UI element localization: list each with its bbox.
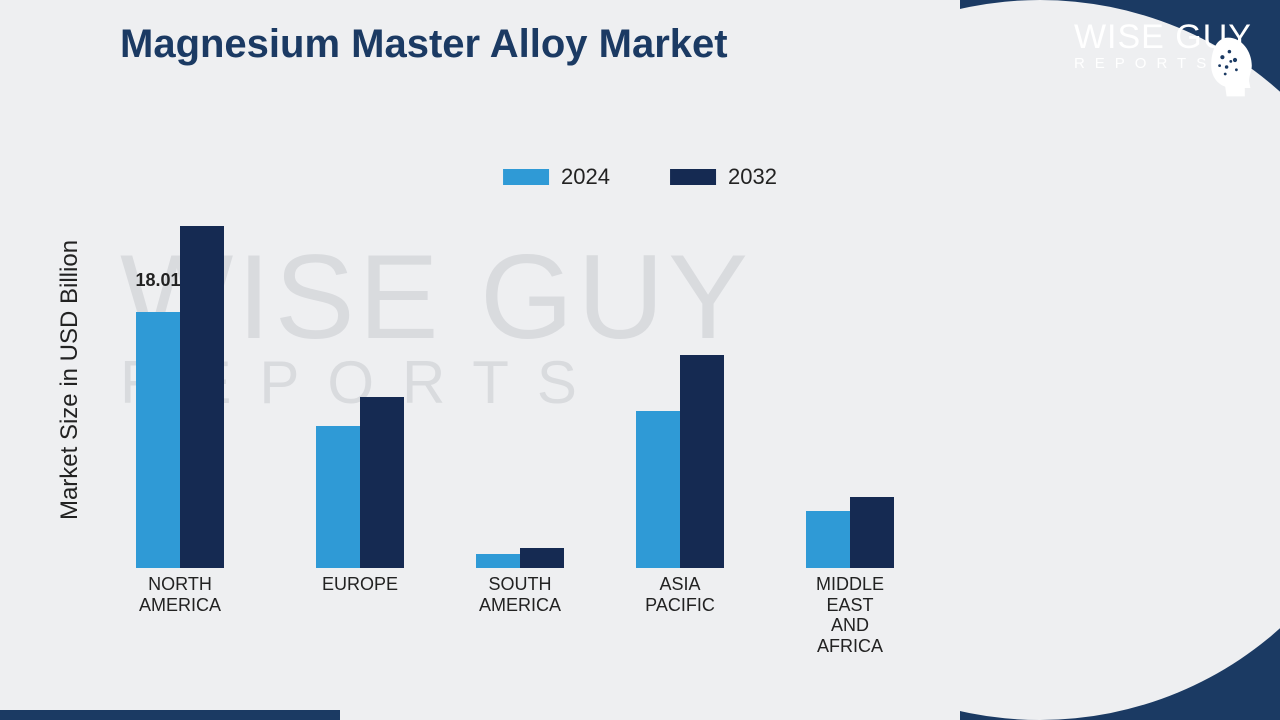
y-axis-label: Market Size in USD Billion	[56, 240, 84, 520]
legend-label-2032: 2032	[728, 164, 777, 190]
bar-pair	[120, 226, 240, 568]
category-label: EUROPE	[322, 568, 398, 595]
legend-label-2024: 2024	[561, 164, 610, 190]
chart-canvas: WISE GUY REPORTS WISE GUY REPORTS Magnes…	[0, 0, 1280, 720]
bar	[136, 312, 180, 568]
bar	[636, 411, 680, 568]
bar	[360, 397, 404, 568]
category-label: ASIA PACIFIC	[645, 568, 715, 615]
legend-swatch-2032	[670, 169, 716, 185]
bar-pair	[620, 355, 740, 568]
bar	[680, 355, 724, 568]
bar-pair	[460, 548, 580, 568]
category-label: NORTH AMERICA	[139, 568, 221, 615]
legend-item-2032: 2032	[670, 164, 777, 190]
legend-swatch-2024	[503, 169, 549, 185]
plot-area: 18.01NORTH AMERICAEUROPESOUTH AMERICAASI…	[100, 198, 920, 568]
bar-pair	[300, 397, 420, 568]
head-icon	[1186, 32, 1256, 102]
category-label: SOUTH AMERICA	[479, 568, 561, 615]
bar-pair	[790, 497, 910, 568]
bar	[850, 497, 894, 568]
bar	[476, 554, 520, 568]
category-label: MIDDLE EAST AND AFRICA	[816, 568, 884, 657]
bar	[520, 548, 564, 568]
bar	[806, 511, 850, 568]
legend: 2024 2032	[503, 164, 777, 190]
brand-logo: WISE GUY REPORTS	[1074, 20, 1252, 71]
legend-item-2024: 2024	[503, 164, 610, 190]
bar	[180, 226, 224, 568]
bar	[316, 426, 360, 568]
bottom-accent-bar	[0, 710, 340, 720]
chart-title: Magnesium Master Alloy Market	[120, 22, 728, 67]
